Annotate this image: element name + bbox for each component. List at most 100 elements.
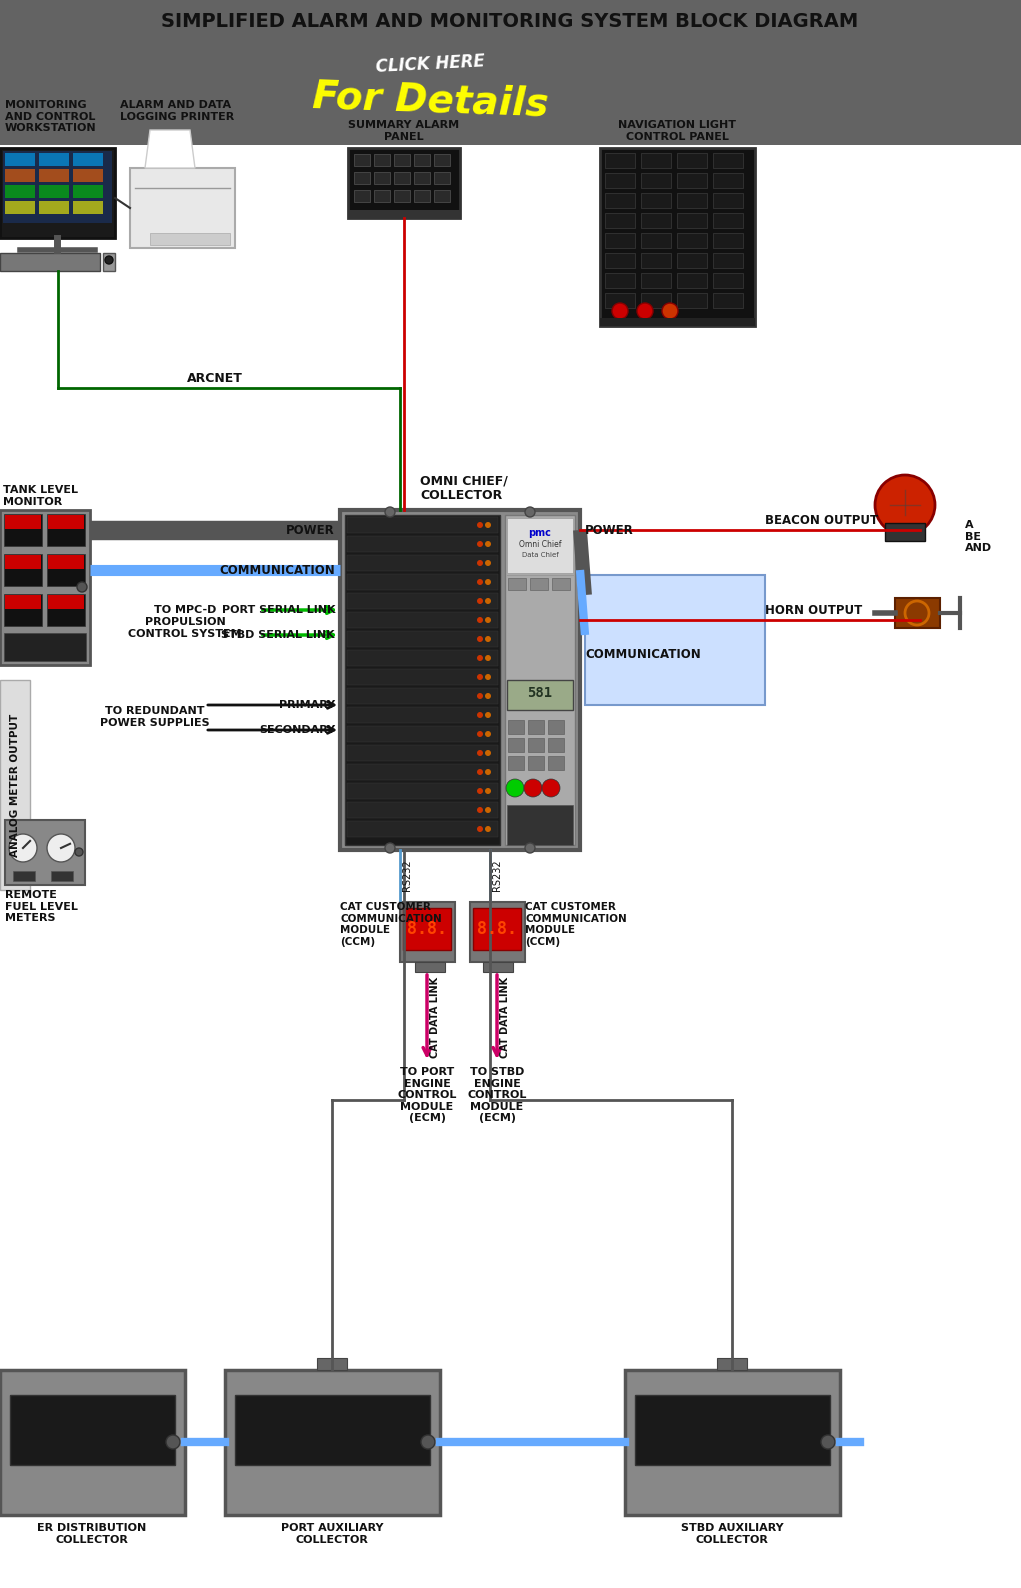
FancyBboxPatch shape xyxy=(585,575,765,705)
Text: CAT DATA LINK: CAT DATA LINK xyxy=(430,977,440,1058)
FancyBboxPatch shape xyxy=(347,688,498,703)
FancyBboxPatch shape xyxy=(641,294,671,308)
Circle shape xyxy=(525,843,535,853)
FancyBboxPatch shape xyxy=(5,596,41,610)
FancyBboxPatch shape xyxy=(528,719,544,734)
FancyBboxPatch shape xyxy=(507,805,573,845)
FancyBboxPatch shape xyxy=(4,515,42,546)
Text: Data Chief: Data Chief xyxy=(522,553,558,557)
Circle shape xyxy=(485,654,491,661)
Text: COMMUNICATION: COMMUNICATION xyxy=(585,648,700,662)
Circle shape xyxy=(506,780,524,797)
FancyBboxPatch shape xyxy=(508,719,524,734)
Circle shape xyxy=(385,843,395,853)
FancyBboxPatch shape xyxy=(605,152,635,168)
FancyBboxPatch shape xyxy=(47,594,85,626)
FancyBboxPatch shape xyxy=(347,518,498,534)
Circle shape xyxy=(485,826,491,832)
Text: STBD SERIAL LINK: STBD SERIAL LINK xyxy=(222,630,335,640)
FancyBboxPatch shape xyxy=(635,1394,830,1466)
Text: CAT CUSTOMER
COMMUNICATION
MODULE
(CCM): CAT CUSTOMER COMMUNICATION MODULE (CCM) xyxy=(340,902,442,946)
FancyBboxPatch shape xyxy=(394,191,410,202)
FancyBboxPatch shape xyxy=(47,515,85,546)
Circle shape xyxy=(821,1436,835,1448)
Text: SUMMARY ALARM
PANEL: SUMMARY ALARM PANEL xyxy=(348,121,459,141)
Text: Omni Chief: Omni Chief xyxy=(519,540,562,549)
FancyBboxPatch shape xyxy=(354,172,370,184)
FancyBboxPatch shape xyxy=(348,148,460,218)
Text: CAT DATA LINK: CAT DATA LINK xyxy=(500,977,510,1058)
Text: ANALOG METER OUTPUT: ANALOG METER OUTPUT xyxy=(10,713,20,856)
Text: ARCNET: ARCNET xyxy=(187,372,243,384)
Circle shape xyxy=(166,1436,180,1448)
Circle shape xyxy=(477,769,483,775)
FancyBboxPatch shape xyxy=(483,962,513,972)
FancyBboxPatch shape xyxy=(374,154,390,167)
FancyBboxPatch shape xyxy=(374,172,390,184)
FancyBboxPatch shape xyxy=(48,515,84,529)
Text: SECONDARY: SECONDARY xyxy=(259,726,335,735)
FancyBboxPatch shape xyxy=(48,554,84,569)
Circle shape xyxy=(612,303,628,319)
FancyBboxPatch shape xyxy=(394,154,410,167)
FancyBboxPatch shape xyxy=(347,821,498,837)
Circle shape xyxy=(477,711,483,718)
FancyBboxPatch shape xyxy=(473,908,521,950)
FancyBboxPatch shape xyxy=(677,233,707,248)
FancyBboxPatch shape xyxy=(347,745,498,761)
FancyBboxPatch shape xyxy=(72,202,103,214)
FancyBboxPatch shape xyxy=(150,233,230,245)
Text: ALARM AND DATA
LOGGING PRINTER: ALARM AND DATA LOGGING PRINTER xyxy=(120,100,234,122)
Circle shape xyxy=(477,542,483,546)
FancyBboxPatch shape xyxy=(5,168,35,183)
Circle shape xyxy=(477,673,483,680)
Circle shape xyxy=(485,542,491,546)
FancyBboxPatch shape xyxy=(508,578,526,591)
FancyBboxPatch shape xyxy=(317,1358,347,1370)
Circle shape xyxy=(477,522,483,527)
FancyBboxPatch shape xyxy=(713,252,743,268)
FancyBboxPatch shape xyxy=(0,680,30,889)
FancyBboxPatch shape xyxy=(5,202,35,214)
Circle shape xyxy=(477,826,483,832)
FancyBboxPatch shape xyxy=(605,233,635,248)
FancyBboxPatch shape xyxy=(677,273,707,287)
FancyBboxPatch shape xyxy=(605,252,635,268)
FancyBboxPatch shape xyxy=(713,294,743,308)
FancyBboxPatch shape xyxy=(548,756,564,770)
Text: BEACON OUTPUT: BEACON OUTPUT xyxy=(765,515,878,527)
Text: 8.8.: 8.8. xyxy=(477,919,517,939)
FancyBboxPatch shape xyxy=(347,726,498,742)
FancyBboxPatch shape xyxy=(677,252,707,268)
Circle shape xyxy=(477,580,483,584)
Circle shape xyxy=(105,256,113,264)
Circle shape xyxy=(485,673,491,680)
FancyBboxPatch shape xyxy=(677,152,707,168)
FancyBboxPatch shape xyxy=(394,172,410,184)
Circle shape xyxy=(421,1436,435,1448)
FancyBboxPatch shape xyxy=(885,522,925,542)
Circle shape xyxy=(477,692,483,699)
FancyBboxPatch shape xyxy=(347,707,498,723)
Text: NAVIGATION LIGHT
CONTROL PANEL: NAVIGATION LIGHT CONTROL PANEL xyxy=(618,121,736,141)
Circle shape xyxy=(77,581,87,592)
FancyBboxPatch shape xyxy=(39,184,69,198)
FancyBboxPatch shape xyxy=(51,870,72,881)
FancyBboxPatch shape xyxy=(4,594,42,626)
FancyBboxPatch shape xyxy=(72,184,103,198)
Circle shape xyxy=(485,599,491,603)
Text: SIMPLIFIED ALARM AND MONITORING SYSTEM BLOCK DIAGRAM: SIMPLIFIED ALARM AND MONITORING SYSTEM B… xyxy=(161,13,859,32)
Text: POWER: POWER xyxy=(585,524,634,537)
FancyBboxPatch shape xyxy=(354,191,370,202)
FancyBboxPatch shape xyxy=(72,152,103,167)
Circle shape xyxy=(637,303,653,319)
FancyBboxPatch shape xyxy=(4,554,42,586)
FancyBboxPatch shape xyxy=(103,252,115,272)
FancyBboxPatch shape xyxy=(347,554,498,572)
Circle shape xyxy=(385,507,395,518)
FancyBboxPatch shape xyxy=(347,573,498,591)
FancyBboxPatch shape xyxy=(5,515,41,529)
Text: TO STBD
ENGINE
CONTROL
MODULE
(ECM): TO STBD ENGINE CONTROL MODULE (ECM) xyxy=(468,1067,527,1123)
FancyBboxPatch shape xyxy=(508,756,524,770)
Circle shape xyxy=(485,788,491,794)
